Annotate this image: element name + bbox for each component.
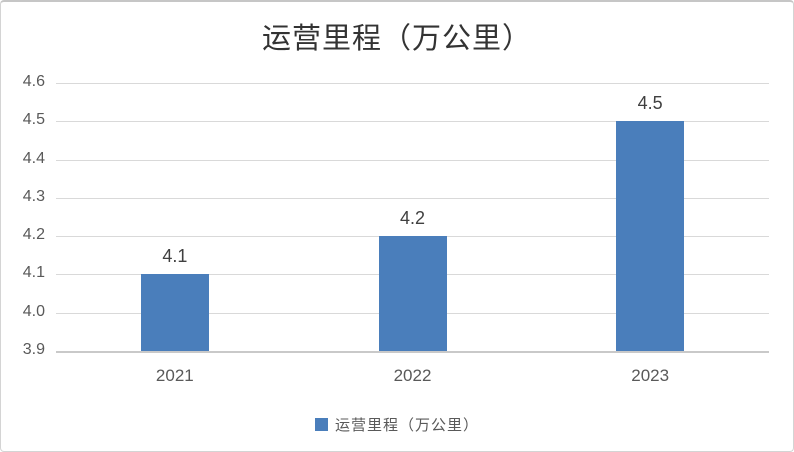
y-tick-label: 4.4 xyxy=(22,149,45,167)
y-tick-label: 4.0 xyxy=(22,302,45,320)
gridline xyxy=(56,159,769,161)
gridline xyxy=(56,351,769,353)
y-tick-label: 4.5 xyxy=(22,111,45,129)
x-tick-label: 2022 xyxy=(393,366,432,385)
y-tick-label: 4.3 xyxy=(22,187,45,205)
chart-title: 运营里程（万公里） xyxy=(261,21,532,55)
bar-2021 xyxy=(140,274,209,351)
gridline xyxy=(56,121,769,123)
y-tick-label: 4.2 xyxy=(22,226,45,244)
gridline xyxy=(56,197,769,199)
data-label: 4.5 xyxy=(637,93,663,114)
legend-label: 运营里程（万公里） xyxy=(334,417,479,434)
data-label: 4.1 xyxy=(162,246,188,267)
y-tick-label: 4.6 xyxy=(22,73,45,90)
legend-swatch-icon xyxy=(314,418,328,431)
y-tick-label: 4.1 xyxy=(22,264,45,282)
bar-2023 xyxy=(616,121,685,351)
plot-area: 4.1 4.2 4.5 xyxy=(56,83,769,353)
bar-2022 xyxy=(378,236,447,351)
x-tick-label: 2023 xyxy=(631,366,670,385)
data-label: 4.2 xyxy=(399,208,426,229)
gridline xyxy=(56,83,769,84)
y-tick-label: 3.9 xyxy=(22,341,45,358)
legend: 运营里程（万公里） xyxy=(1,414,793,435)
x-tick-label: 2021 xyxy=(155,366,194,385)
